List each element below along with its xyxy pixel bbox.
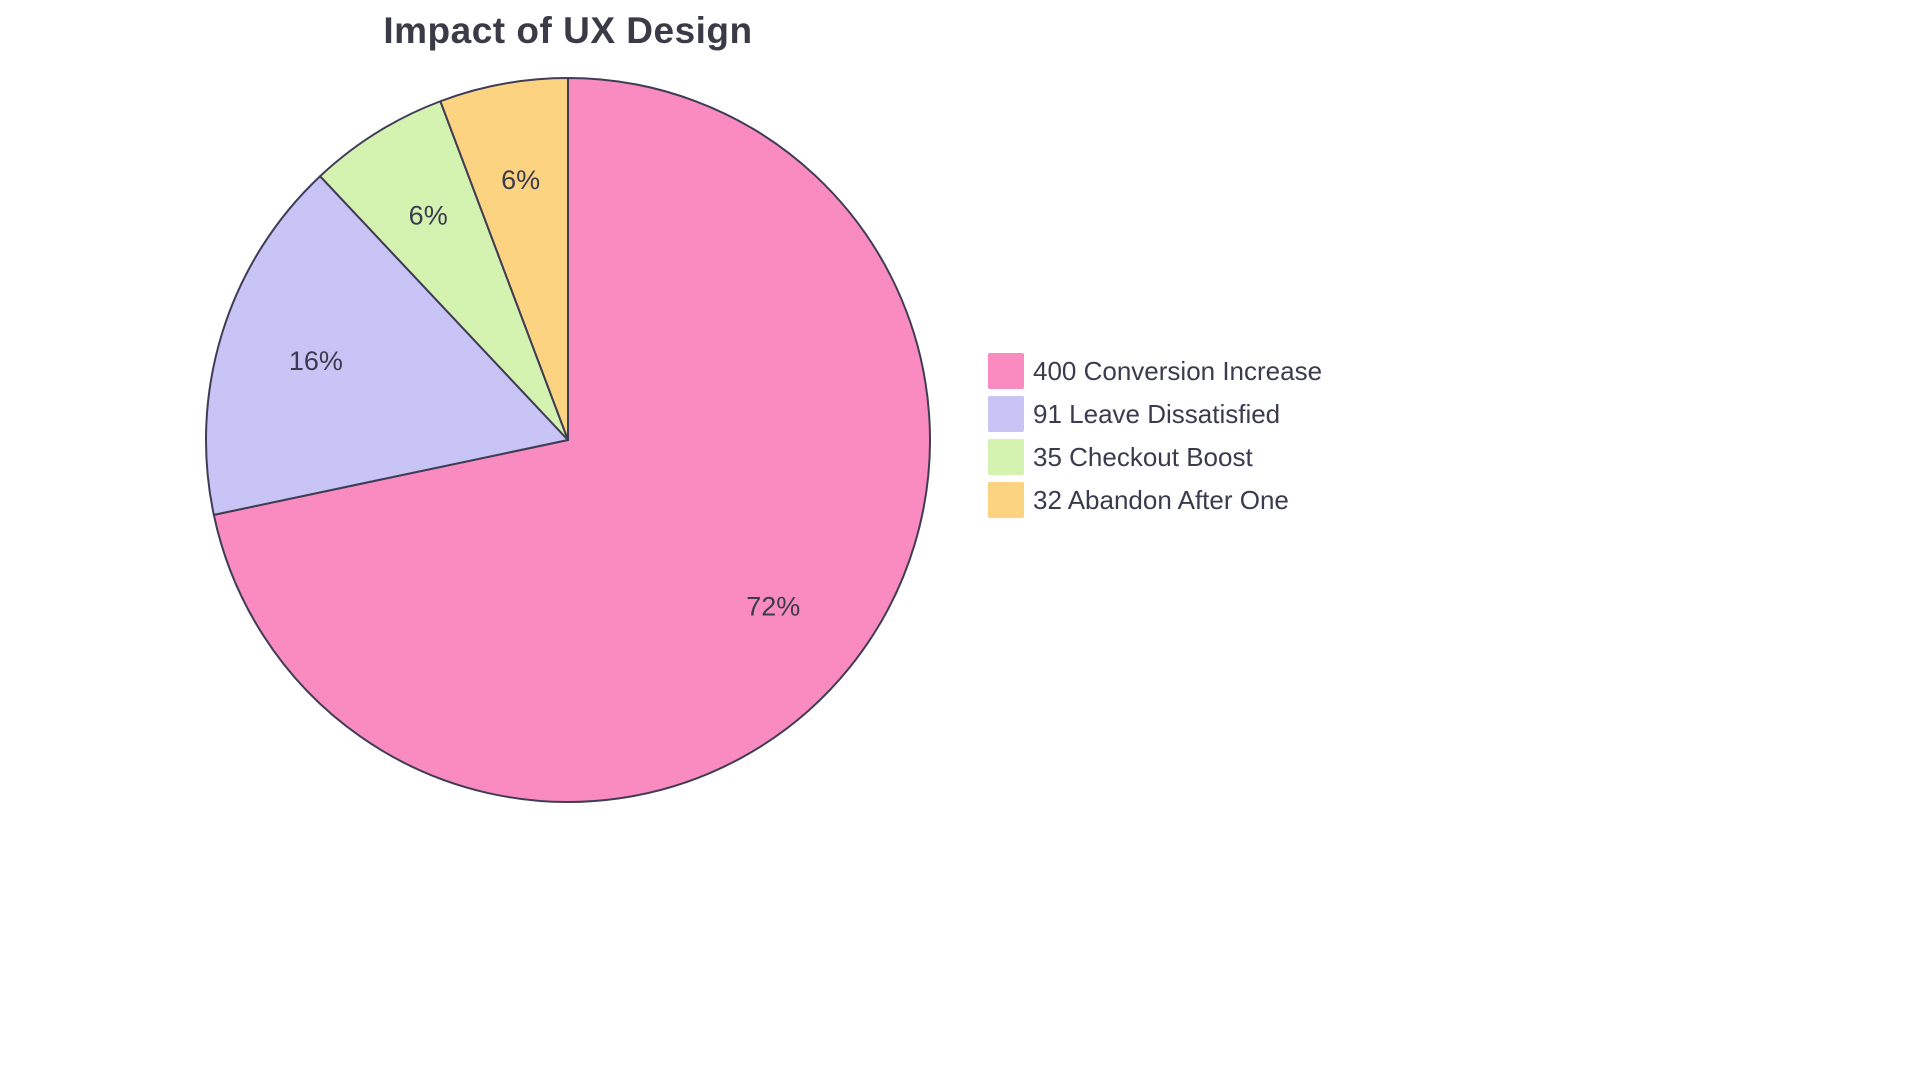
slice-percent-label: 16% [289, 346, 343, 376]
legend-label: 400 Conversion Increase [1033, 355, 1323, 386]
pie-slice [205, 175, 569, 516]
legend: 400 Conversion Increase 91 Leave Dissatis… [988, 353, 1322, 525]
pie-slice [319, 100, 569, 441]
legend-label: 35 Checkout Boost [1033, 441, 1253, 472]
legend-swatch [988, 439, 1024, 475]
pie-slice [212, 77, 932, 803]
legend-swatch [988, 482, 1024, 518]
slice-percent-label: 6% [501, 165, 540, 195]
legend-item: 400 Conversion Increase [988, 353, 1322, 389]
legend-swatch [988, 396, 1024, 432]
legend-label: 32 Abandon After One [1033, 484, 1289, 515]
chart-title: Impact of UX Design [383, 10, 753, 51]
legend-swatch [988, 353, 1024, 389]
slice-percent-label: 72% [746, 591, 800, 621]
legend-item: 35 Checkout Boost [988, 439, 1322, 475]
legend-label: 91 Leave Dissatisfied [1033, 398, 1281, 429]
legend-item: 32 Abandon After One [988, 482, 1322, 518]
slice-percent-label: 6% [409, 201, 448, 231]
pie-slice [439, 77, 569, 441]
legend-item: 91 Leave Dissatisfied [988, 396, 1322, 432]
